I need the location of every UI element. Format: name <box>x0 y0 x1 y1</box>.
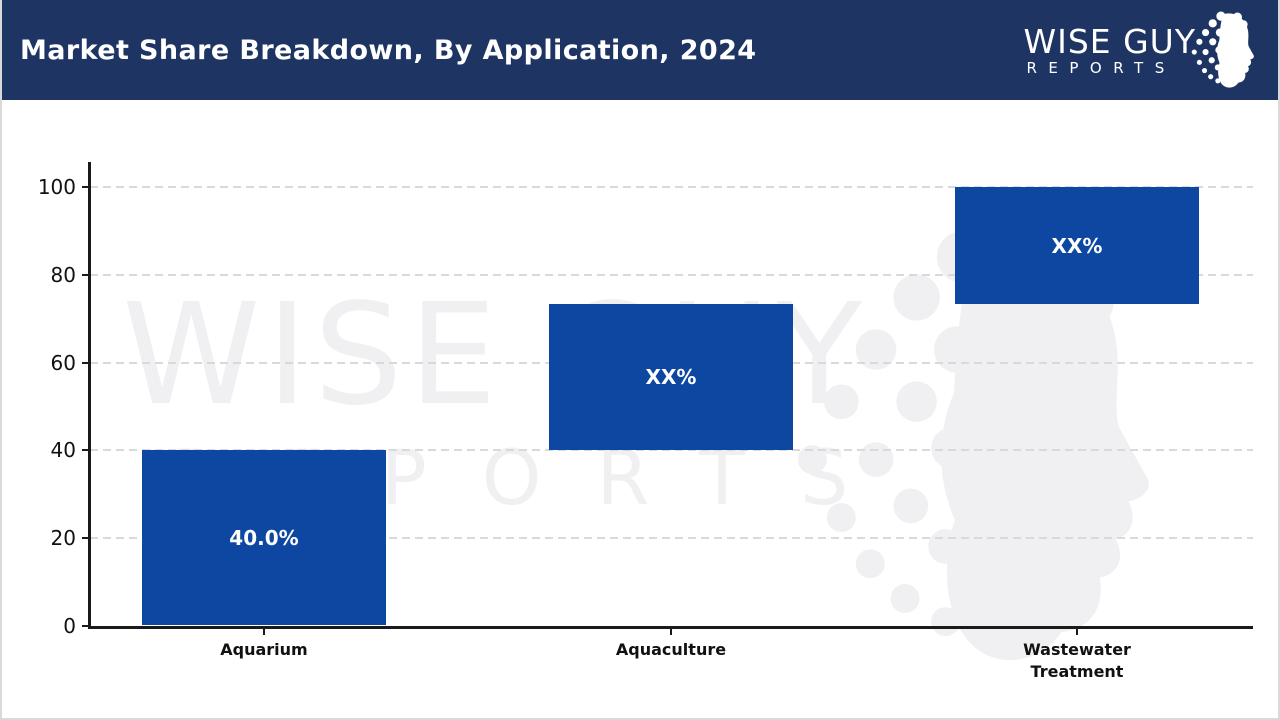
x-axis-label-aquarium: Aquarium <box>220 640 308 659</box>
wiseguy-face-icon <box>1191 11 1254 88</box>
y-tick-mark <box>82 186 89 189</box>
bar-value-label: XX% <box>645 365 697 390</box>
y-tick-label: 100 <box>37 175 76 200</box>
gridline <box>90 186 1253 189</box>
x-tick-mark <box>1076 628 1078 635</box>
wiseguy-logo-text: WISE GUY REPORTS <box>1023 25 1196 76</box>
x-tick-mark <box>263 628 265 635</box>
y-tick-mark <box>82 449 89 452</box>
chart-title: Market Share Breakdown, By Application, … <box>20 34 757 66</box>
wiseguy-logo-name: WISE GUY <box>1023 21 1196 61</box>
y-tick-label: 60 <box>50 350 76 375</box>
bar-value-label: 40.0% <box>229 525 299 550</box>
gridline <box>90 449 1253 452</box>
wiseguy-logo-subname: REPORTS <box>1026 58 1176 77</box>
gridline <box>90 536 1253 539</box>
y-tick-label: 40 <box>50 438 76 463</box>
x-tick-mark <box>670 628 672 635</box>
x-axis-label-aquaculture: Aquaculture <box>615 640 727 659</box>
wiseguy-logo: WISE GUY REPORTS <box>1023 11 1256 89</box>
bar-aquarium: 40.0% <box>142 450 386 626</box>
y-tick-label: 80 <box>50 262 76 287</box>
bar-aquaculture: XX% <box>549 304 793 451</box>
y-axis-line <box>88 162 91 628</box>
x-axis-line <box>88 625 1253 629</box>
y-tick-mark <box>82 361 89 364</box>
y-tick-mark <box>82 273 89 276</box>
y-tick-label: 20 <box>50 525 76 550</box>
y-tick-label: 0 <box>63 613 76 638</box>
bar-value-label: XX% <box>1051 233 1103 258</box>
gridline <box>90 273 1253 276</box>
x-axis-label-wastewater-treatment: Wastewater Treatment <box>1023 640 1131 681</box>
y-tick-mark <box>82 624 89 627</box>
bar-wastewater-treatment: XX% <box>955 187 1199 305</box>
y-tick-mark <box>82 536 89 539</box>
header-bar: Market Share Breakdown, By Application, … <box>0 0 1280 100</box>
